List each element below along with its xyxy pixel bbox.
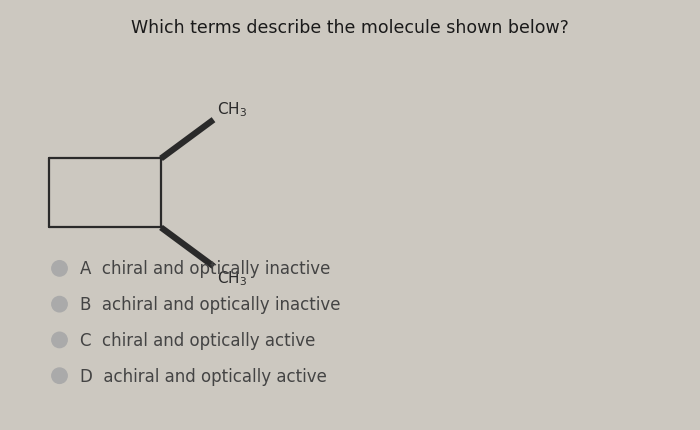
Text: A  chiral and optically inactive: A chiral and optically inactive: [80, 260, 331, 278]
Ellipse shape: [52, 297, 67, 312]
Text: CH$_3$: CH$_3$: [217, 269, 247, 287]
Ellipse shape: [52, 261, 67, 276]
Text: C  chiral and optically active: C chiral and optically active: [80, 331, 316, 349]
Text: B  achiral and optically inactive: B achiral and optically inactive: [80, 295, 341, 313]
Text: CH$_3$: CH$_3$: [217, 100, 247, 118]
Text: Which terms describe the molecule shown below?: Which terms describe the molecule shown …: [131, 19, 569, 37]
Ellipse shape: [52, 368, 67, 384]
Ellipse shape: [52, 332, 67, 348]
Text: D  achiral and optically active: D achiral and optically active: [80, 367, 328, 385]
